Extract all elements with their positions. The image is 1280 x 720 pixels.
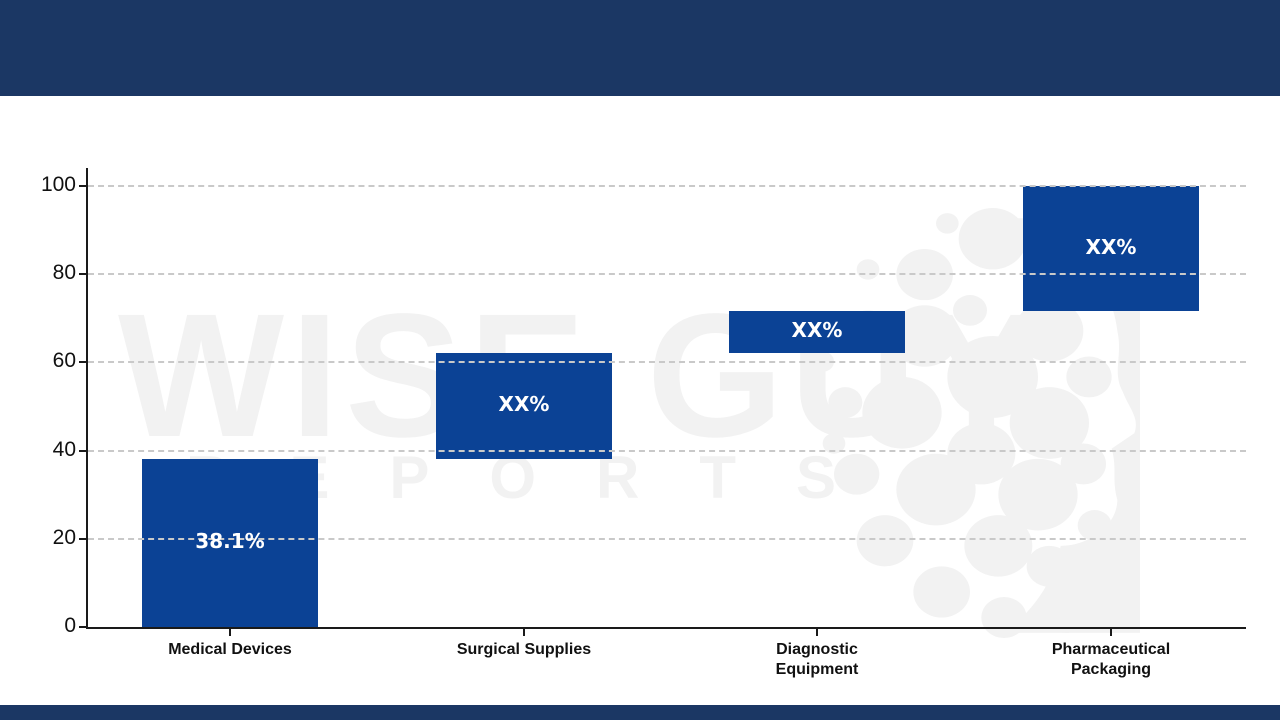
y-axis-tick — [79, 450, 87, 452]
x-axis-category-label: Medical Devices — [168, 641, 292, 658]
gridline — [88, 361, 1246, 363]
y-axis-tick — [79, 538, 87, 540]
y-axis-tick-label: 60 — [52, 349, 76, 372]
x-axis-tick — [816, 629, 818, 636]
gridline — [88, 450, 1246, 452]
bar-value-label: XX% — [498, 392, 550, 416]
y-axis-tick — [79, 626, 87, 628]
gridline — [88, 273, 1246, 275]
y-axis-spine — [86, 168, 88, 629]
y-axis-tick-label: 20 — [52, 526, 76, 549]
header-bar — [0, 0, 1280, 96]
bar-value-label: XX% — [791, 318, 843, 342]
x-axis-category-label: Surgical Supplies — [456, 641, 592, 658]
gridline — [88, 185, 1246, 187]
x-axis-tick — [523, 629, 525, 636]
y-axis-tick — [79, 185, 87, 187]
bar-segment — [1023, 186, 1199, 311]
bar-value-label: 38.1% — [195, 529, 265, 553]
y-axis-tick-label: 0 — [64, 614, 76, 637]
bar-segment — [142, 459, 318, 627]
bar-segment — [436, 353, 612, 459]
y-axis-tick-label: 80 — [52, 261, 76, 284]
bar-value-label: XX% — [1085, 235, 1137, 259]
x-axis-category-label: Pharmaceutical Packaging — [1051, 641, 1171, 678]
y-axis-tick — [79, 273, 87, 275]
x-axis-spine — [86, 627, 1246, 629]
y-axis-tick-label: 40 — [52, 438, 76, 461]
y-axis-tick — [79, 361, 87, 363]
y-axis-tick-label: 100 — [40, 173, 76, 196]
x-axis-category-label: Diagnostic Equipment — [775, 641, 859, 678]
gridline — [88, 538, 1246, 540]
bar-segment — [729, 311, 905, 353]
x-axis-tick — [1110, 629, 1112, 636]
footer-bar — [0, 705, 1280, 720]
x-axis-tick — [229, 629, 231, 636]
